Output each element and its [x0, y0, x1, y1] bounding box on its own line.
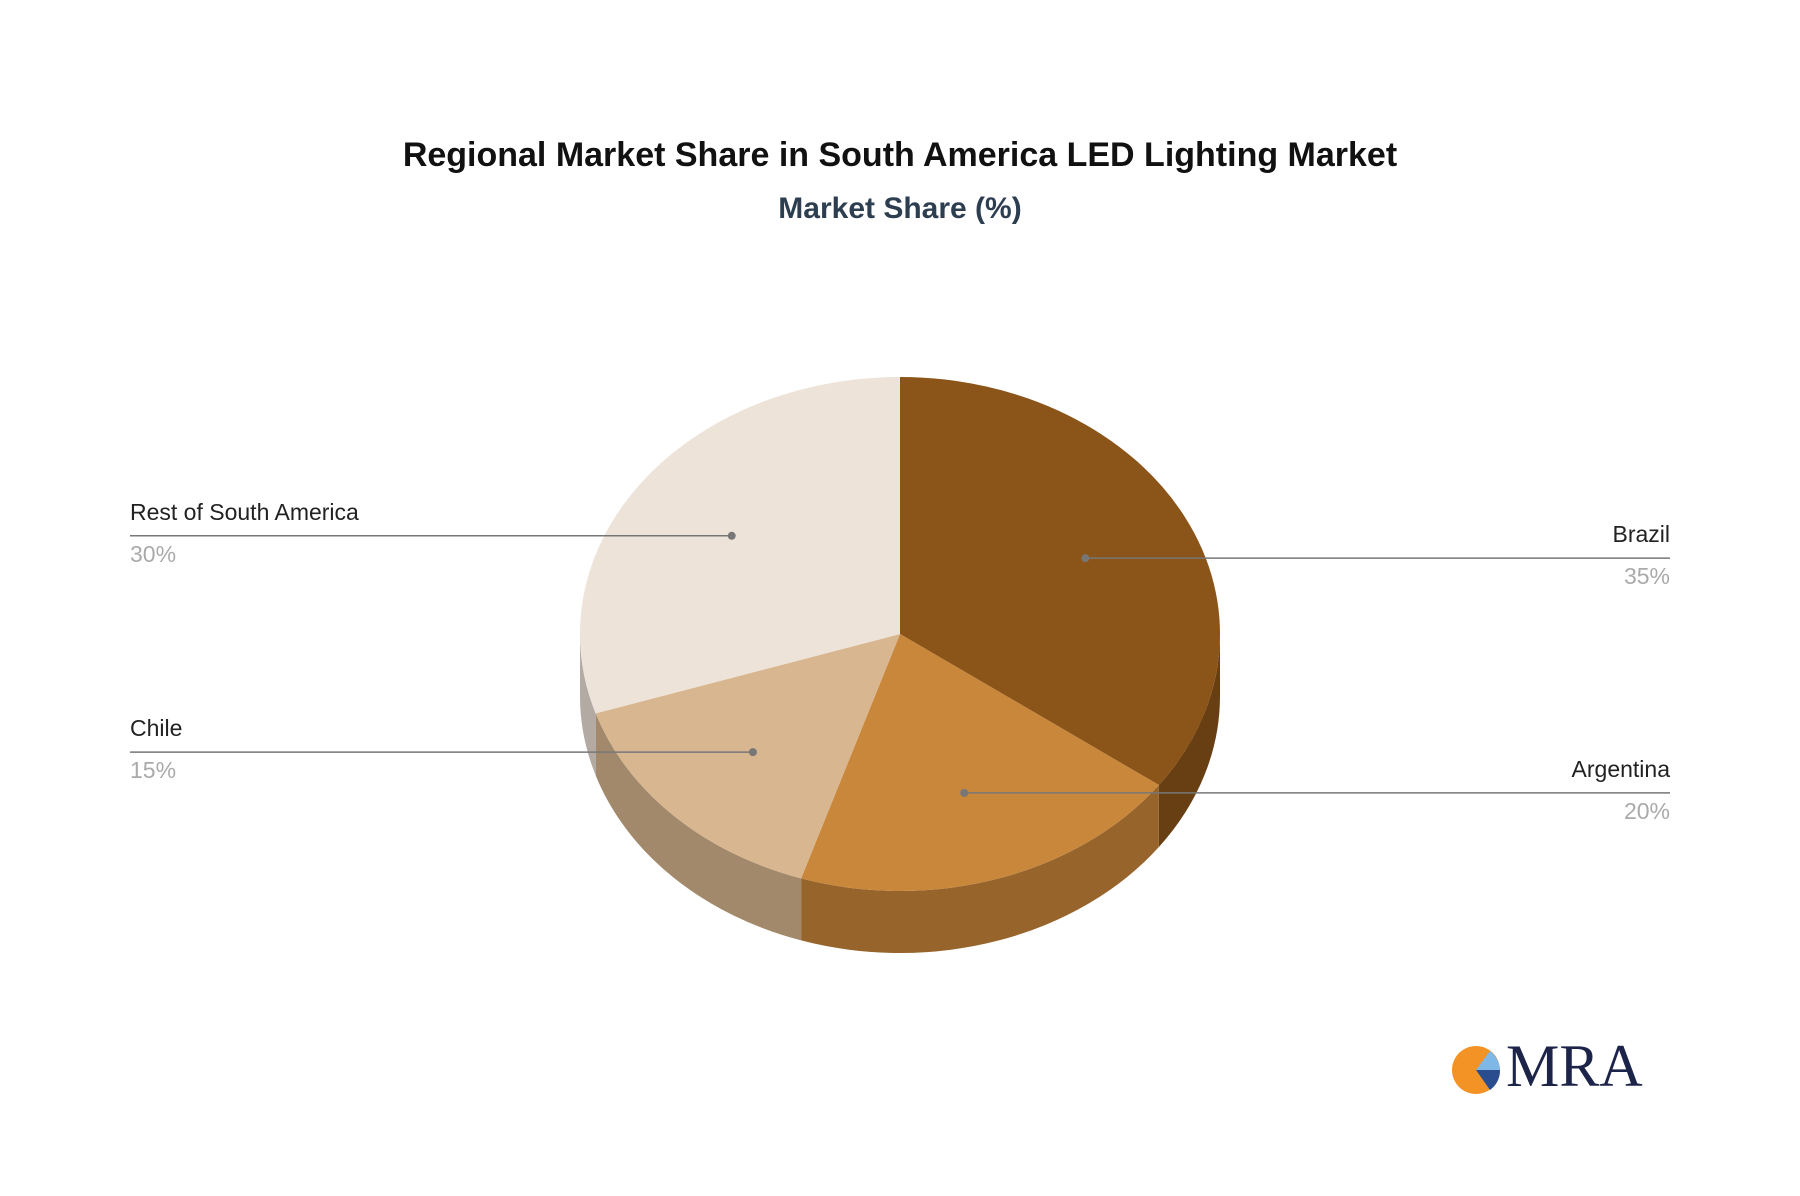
slice [900, 377, 1220, 786]
pie: Brazil 35% Argentina 20% Chile 15% Rest of Sou… [130, 377, 1670, 953]
slice [595, 634, 900, 879]
slice-side [801, 785, 1159, 953]
category-label: Argentina [1572, 756, 1671, 782]
leader-dot [960, 788, 969, 797]
leader-dot [1081, 554, 1090, 563]
value-label: 20% [1624, 798, 1670, 824]
value-label: 35% [1624, 563, 1670, 589]
logo-icon-part [1476, 1070, 1501, 1090]
category-label: Chile [130, 715, 182, 741]
slice [580, 377, 900, 714]
category-label: Brazil [1612, 521, 1670, 547]
value-label: 15% [130, 757, 176, 783]
slice-side [580, 634, 596, 776]
logo: MRA [1452, 1033, 1643, 1099]
chart-title: Regional Market Share in South America L… [403, 136, 1397, 174]
logo-icon-part [1476, 1051, 1500, 1070]
leader-dot [748, 748, 757, 757]
chart-subtitle: Market Share (%) [778, 192, 1021, 225]
slice [801, 634, 1159, 891]
logo-text: MRA [1506, 1033, 1643, 1099]
value-label: 30% [130, 541, 176, 567]
category-label: Rest of South America [130, 499, 359, 525]
slice-side [1158, 634, 1220, 848]
leader-dot [727, 531, 736, 540]
slice-side [595, 713, 802, 941]
